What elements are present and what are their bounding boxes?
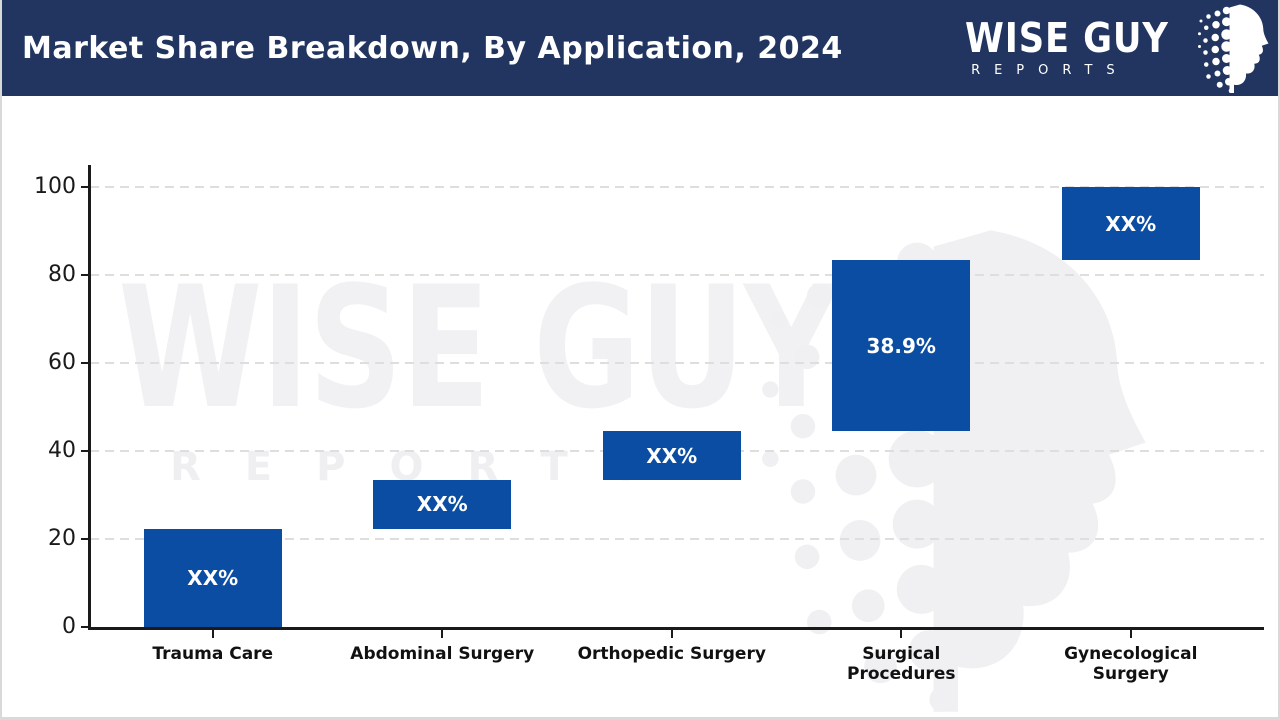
gridline-100 (90, 186, 1264, 188)
y-tick-mark-80 (81, 274, 90, 276)
header: Market Share Breakdown, By Application, … (2, 0, 1278, 96)
y-tick-mark-60 (81, 362, 90, 364)
y-tick-label-100: 100 (34, 174, 76, 199)
chart-area: WISE GUY REPORTS 0 20 40 60 80 100 XX% Trauma C… (2, 96, 1278, 717)
bar-3: XX% (602, 431, 741, 481)
bar-5: XX% (1061, 187, 1200, 261)
x-tick-mark-3 (670, 630, 673, 638)
y-axis-line (88, 165, 91, 630)
x-tick-mark-1 (211, 630, 214, 638)
category-label-4: Surgical Procedures (847, 644, 956, 685)
bar-4: 38.9% (832, 260, 971, 432)
logo-subtitle: REPORTS (971, 63, 1129, 78)
logo-wordmark: WISE GUY (965, 14, 1169, 62)
category-label-1: Trauma Care (152, 644, 274, 664)
y-tick-label-0: 0 (62, 614, 76, 639)
bar-1: XX% (143, 528, 282, 627)
bar-value-label: XX% (416, 492, 468, 517)
category-label-3: Orthopedic Surgery (577, 644, 766, 664)
y-tick-mark-100 (81, 186, 90, 188)
y-tick-label-40: 40 (48, 438, 76, 463)
x-tick-mark-4 (900, 630, 903, 638)
brand-logo: WISE GUY REPORTS (965, 3, 1278, 93)
y-tick-label-20: 20 (48, 526, 76, 551)
bar-value-label: XX% (187, 565, 239, 590)
y-tick-mark-40 (81, 450, 90, 452)
x-tick-mark-2 (441, 630, 444, 638)
category-label-2: Abdominal Surgery (350, 644, 535, 664)
y-tick-mark-20 (81, 538, 90, 540)
gridline-20 (90, 538, 1264, 540)
gridline-60 (90, 362, 1264, 364)
watermark-wordmark: WISE GUY (118, 250, 839, 446)
bar-2: XX% (373, 480, 512, 529)
page-title: Market Share Breakdown, By Application, … (22, 30, 843, 66)
bar-value-label: XX% (646, 443, 698, 468)
bar-value-label: XX% (1105, 211, 1157, 236)
category-label-5: Gynecological Surgery (1064, 644, 1198, 685)
y-tick-label-60: 60 (48, 350, 76, 375)
brand-logo-text: WISE GUY REPORTS (965, 14, 1202, 79)
y-tick-label-80: 80 (48, 262, 76, 287)
x-tick-mark-5 (1129, 630, 1132, 638)
gridline-80 (90, 274, 1264, 276)
logo-head-icon (1198, 4, 1269, 93)
bar-value-label: 38.9% (866, 333, 936, 358)
x-axis-line (88, 627, 1264, 630)
y-tick-mark-0 (81, 626, 90, 628)
